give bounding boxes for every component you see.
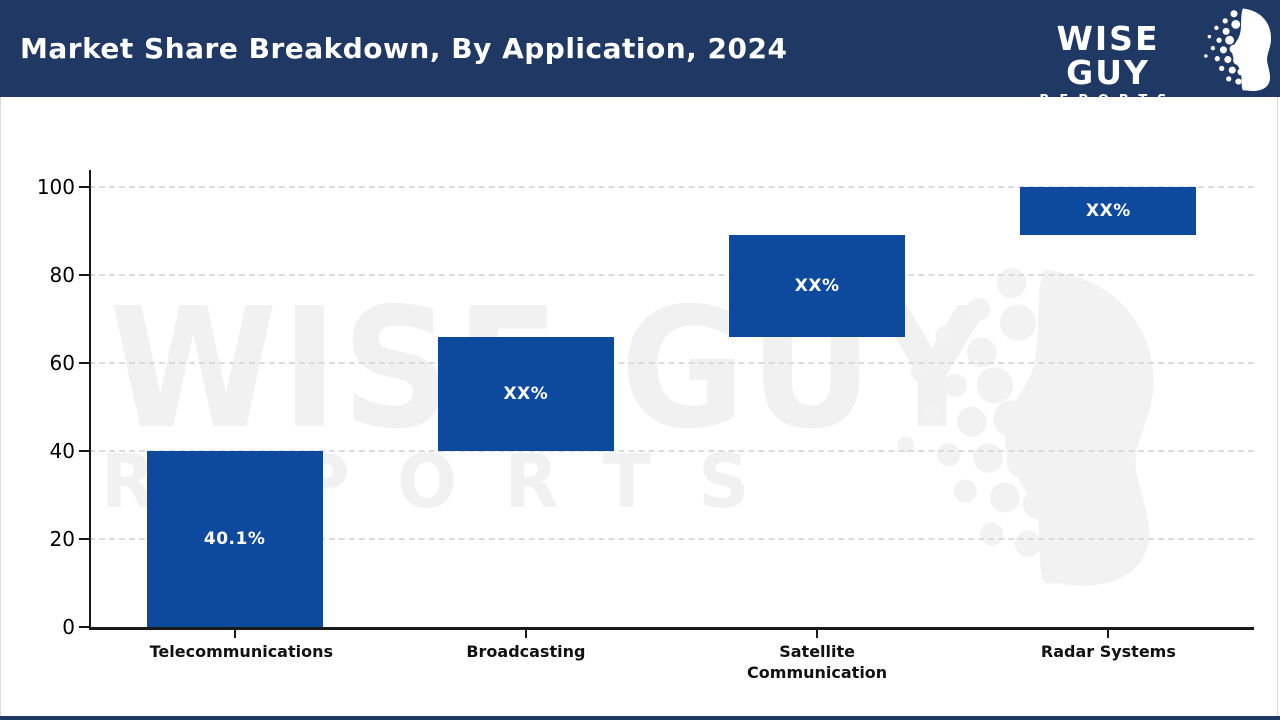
- gridline: [89, 186, 1254, 188]
- y-axis-tick: [79, 274, 89, 276]
- bar-telecommunications: 40.1%: [146, 450, 323, 627]
- x-axis-category-label-text: Telecommunications: [149, 642, 334, 661]
- y-axis-tick-label-text: 0: [62, 615, 75, 639]
- logo-wordmark: WISE GUY: [1056, 19, 1160, 92]
- gridline: [89, 362, 1254, 364]
- y-axis-tick-label-text: 80: [49, 263, 75, 287]
- gridline: [89, 450, 1254, 452]
- x-axis-category-label: Satellite Communication: [732, 641, 902, 683]
- x-axis-tick: [524, 630, 527, 638]
- y-axis-tick: [79, 186, 89, 188]
- x-axis-line: [89, 627, 1254, 630]
- bar-broadcasting-text: XX%: [503, 383, 549, 404]
- gridline: [89, 274, 1254, 276]
- x-axis-tick: [1107, 630, 1110, 638]
- x-axis-category-label: Radar Systems: [1023, 641, 1193, 662]
- y-axis-tick-label: 40: [15, 441, 75, 461]
- x-axis-category-label: Telecommunications: [150, 641, 333, 662]
- x-axis-tick: [233, 630, 236, 638]
- x-axis-category-label-text: Radar Systems: [1040, 642, 1176, 661]
- y-axis-tick-label-text: 20: [49, 527, 75, 551]
- bar-broadcasting: XX%: [437, 336, 614, 451]
- y-axis-tick-label: 20: [15, 529, 75, 549]
- bar-radar-systems-text: XX%: [1086, 201, 1131, 222]
- y-axis-tick-label-text: 40: [49, 439, 75, 463]
- gridline: [89, 538, 1254, 540]
- y-axis-tick-label: 0: [15, 617, 75, 637]
- dotted-face-icon: [1204, 8, 1272, 92]
- x-axis-category-label: Broadcasting: [441, 641, 611, 662]
- page-title: Market Share Breakdown, By Application, …: [20, 32, 788, 65]
- x-axis-category-label-text: Satellite Communication: [747, 642, 888, 682]
- y-axis-tick: [79, 626, 89, 628]
- y-axis-tick-label: 60: [15, 353, 75, 373]
- y-axis-tick-label: 100: [15, 177, 75, 197]
- y-axis-tick-label-text: 100: [36, 175, 75, 199]
- x-axis-category-label-text: Broadcasting: [466, 642, 586, 661]
- bar-satellite-communication: XX%: [729, 235, 906, 337]
- bar-satellite-communication-text: XX%: [794, 275, 840, 296]
- y-axis-line: [89, 170, 91, 629]
- footer-accent-strip: [0, 716, 1280, 720]
- y-axis-tick-label: 80: [15, 265, 75, 285]
- chart-panel: WISE GUY REPORTS 0 20 40 60 80 100 40.1% Teleco…: [0, 97, 1278, 716]
- bar-telecommunications-text: 40.1%: [203, 528, 266, 549]
- wise-guy-logo: WISE GUY REPORTS: [1012, 0, 1272, 108]
- y-axis-tick: [79, 450, 89, 452]
- x-axis-tick: [816, 630, 819, 638]
- y-axis-tick: [79, 362, 89, 364]
- bar-radar-systems: XX%: [1020, 187, 1197, 236]
- header-bar: Market Share Breakdown, By Application, …: [0, 0, 1280, 108]
- y-axis-tick: [79, 538, 89, 540]
- y-axis-tick-label-text: 60: [49, 351, 75, 375]
